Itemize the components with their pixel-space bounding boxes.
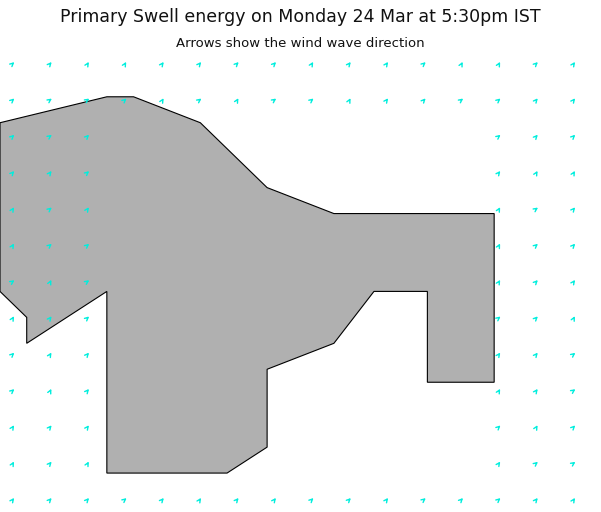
Polygon shape <box>0 97 494 473</box>
Text: Primary Swell energy on Monday 24 Mar at 5:30pm IST: Primary Swell energy on Monday 24 Mar at… <box>60 8 541 26</box>
Text: Arrows show the wind wave direction: Arrows show the wind wave direction <box>176 37 425 50</box>
